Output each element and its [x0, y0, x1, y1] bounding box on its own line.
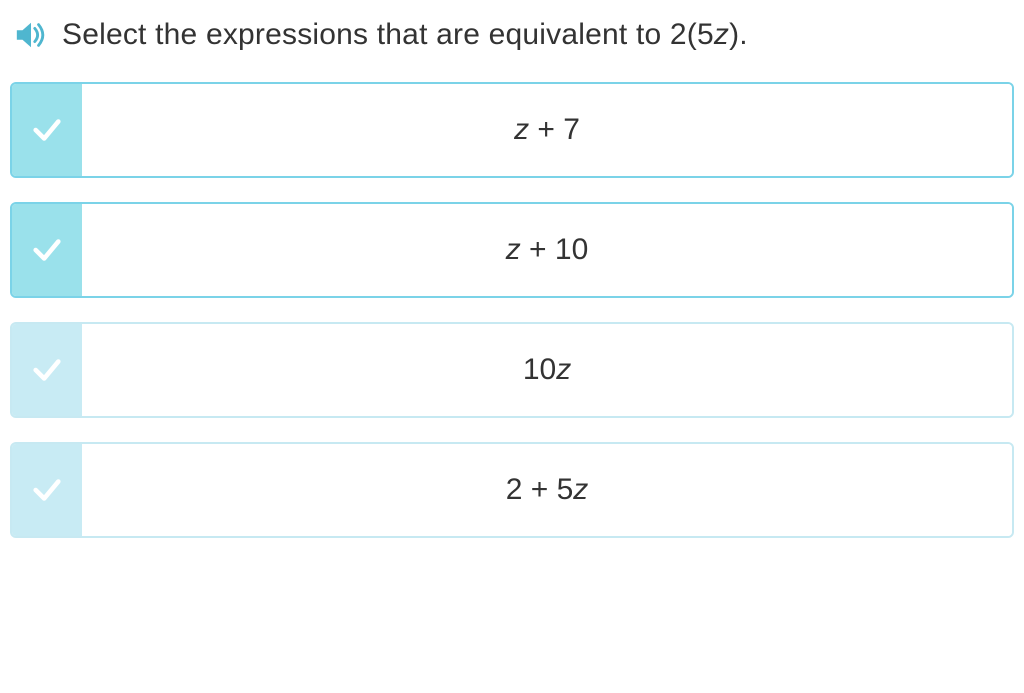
- prompt-expr-var: z: [714, 18, 729, 51]
- option-1[interactable]: z + 7: [10, 82, 1014, 178]
- question-header: Select the expressions that are equivale…: [8, 18, 1016, 52]
- option-3-check-cell: [12, 324, 82, 416]
- option-1-check-cell: [12, 84, 82, 176]
- checkmark-icon: [30, 113, 64, 147]
- speaker-icon[interactable]: [14, 18, 48, 52]
- option-4-check-cell: [12, 444, 82, 536]
- option-1-text: z + 7: [514, 113, 580, 147]
- checkmark-icon: [30, 473, 64, 507]
- option-2-check-cell: [12, 204, 82, 296]
- checkmark-icon: [30, 353, 64, 387]
- prompt-expr-plain: 2(5: [670, 18, 714, 51]
- question-prompt: Select the expressions that are equivale…: [62, 18, 748, 52]
- checkmark-icon: [30, 233, 64, 267]
- option-4-body: 2 + 5z: [82, 444, 1012, 536]
- options-list: z + 7 z + 10 10z: [8, 82, 1016, 538]
- option-3[interactable]: 10z: [10, 322, 1014, 418]
- option-1-body: z + 7: [82, 84, 1012, 176]
- option-3-text: 10z: [523, 353, 571, 387]
- prompt-expr-close: ).: [729, 18, 748, 51]
- option-3-body: 10z: [82, 324, 1012, 416]
- option-2-text: z + 10: [506, 233, 589, 267]
- option-2[interactable]: z + 10: [10, 202, 1014, 298]
- option-2-body: z + 10: [82, 204, 1012, 296]
- option-4-text: 2 + 5z: [506, 473, 589, 507]
- option-4[interactable]: 2 + 5z: [10, 442, 1014, 538]
- prompt-prefix: Select the expressions that are equivale…: [62, 18, 670, 51]
